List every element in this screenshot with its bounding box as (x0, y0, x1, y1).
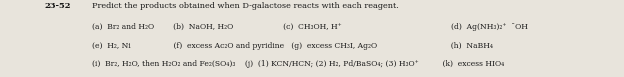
Text: (e)  H₂, Ni                  (f)  excess Ac₂O and pyridine   (g)  excess CH₃I, A: (e) H₂, Ni (f) excess Ac₂O and pyridine … (92, 42, 494, 50)
Text: (a)  Br₂ and H₂O        (b)  NaOH, H₂O                     (c)  CH₃OH, H⁺       : (a) Br₂ and H₂O (b) NaOH, H₂O (c) CH₃OH,… (92, 23, 529, 31)
Text: 23-52: 23-52 (45, 2, 71, 10)
Text: Predict the products obtained when D-galactose reacts with each reagent.: Predict the products obtained when D-gal… (92, 2, 399, 10)
Text: (i)  Br₂, H₂O, then H₂O₂ and Fe₂(SO₄)₃    (j)  (1) KCN/HCN; (2) H₂, Pd/BaSO₄; (3: (i) Br₂, H₂O, then H₂O₂ and Fe₂(SO₄)₃ (j… (92, 60, 505, 68)
